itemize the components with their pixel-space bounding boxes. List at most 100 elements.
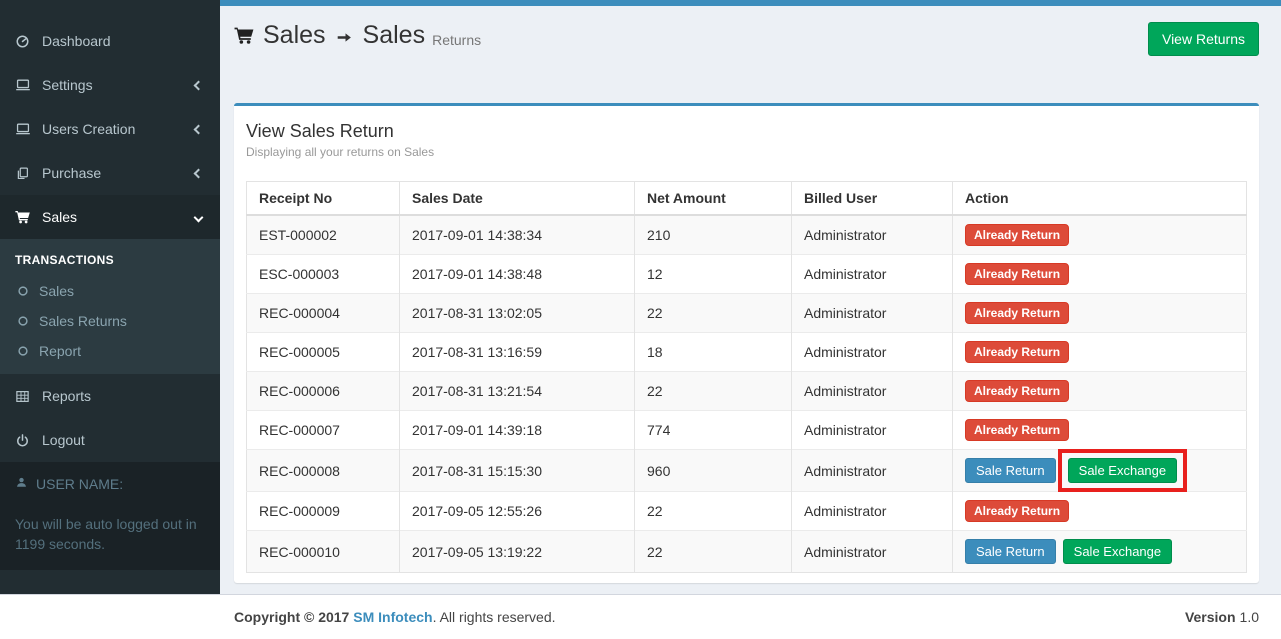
cell-sales-date: 2017-08-31 13:16:59 (399, 332, 635, 372)
sidebar-item-label: Sales (42, 209, 78, 225)
copyright-prefix: Copyright © 2017 (234, 609, 350, 625)
cell-billed-user: Administrator (791, 332, 953, 372)
cell-action: Already Return (952, 293, 1247, 333)
cell-receipt-no: REC-000008 (246, 449, 400, 492)
cart-icon (234, 25, 255, 46)
submenu-item-sales-returns[interactable]: Sales Returns (0, 306, 220, 336)
cell-net-amount: 774 (634, 410, 792, 450)
cell-billed-user: Administrator (791, 254, 953, 294)
sidebar-item-settings[interactable]: Settings (0, 63, 220, 107)
table-icon (15, 389, 42, 404)
cell-action: Already Return (952, 410, 1247, 450)
cell-receipt-no: REC-000007 (246, 410, 400, 450)
table-row: REC-000004 2017-08-31 13:02:05 22 Admini… (246, 293, 1247, 333)
cell-sales-date: 2017-08-31 13:21:54 (399, 371, 635, 411)
cell-net-amount: 22 (634, 371, 792, 411)
sale-exchange-button[interactable]: Sale Exchange (1062, 539, 1173, 564)
submenu-header: TRANSACTIONS (15, 253, 114, 267)
highlight-annotation: Sale Exchange (1057, 449, 1188, 492)
user-name-label: USER NAME: (36, 476, 124, 492)
cell-receipt-no: ESC-000003 (246, 254, 400, 294)
cell-net-amount: 210 (634, 214, 792, 255)
sidebar-item-dashboard[interactable]: Dashboard (0, 19, 220, 63)
cell-receipt-no: REC-000010 (246, 530, 400, 573)
submenu-item-sales[interactable]: Sales (0, 276, 220, 306)
submenu-item-label: Sales Returns (39, 313, 127, 329)
cell-receipt-no: REC-000004 (246, 293, 400, 333)
cell-action: Sale Return Sale Exchange (952, 530, 1247, 573)
col-billed-user: Billed User (791, 181, 953, 216)
cell-action: Sale Return Sale Exchange (952, 449, 1247, 492)
version-label: Version (1184, 609, 1236, 625)
cell-sales-date: 2017-09-05 13:19:22 (399, 530, 635, 573)
sale-return-button[interactable]: Sale Return (965, 458, 1056, 483)
version-value: 1.0 (1239, 609, 1259, 625)
sidebar: Dashboard Settings Users Creation (0, 0, 220, 594)
footer: Copyright © 2017 SM Infotech. All rights… (0, 594, 1281, 639)
cell-billed-user: Administrator (791, 410, 953, 450)
sales-submenu: TRANSACTIONS Sales Sales Returns Report (0, 239, 220, 374)
sale-return-button[interactable]: Sale Return (965, 539, 1056, 564)
cell-billed-user: Administrator (791, 530, 953, 573)
submenu-item-label: Report (39, 343, 82, 359)
sidebar-item-logout[interactable]: Logout (0, 418, 220, 462)
table-header-row: Receipt No Sales Date Net Amount Billed … (246, 181, 1247, 216)
main-content: Sales Sales Returns View Returns View Sa… (220, 0, 1281, 594)
col-sales-date: Sales Date (399, 181, 635, 216)
cell-billed-user: Administrator (791, 449, 953, 492)
sidebar-item-purchase[interactable]: Purchase (0, 151, 220, 195)
breadcrumb-secondary: Sales (362, 21, 426, 49)
panel-title: View Sales Return (246, 121, 394, 141)
already-return-badge: Already Return (965, 263, 1070, 285)
already-return-badge: Already Return (965, 341, 1070, 363)
user-icon (15, 476, 28, 492)
circle-o-icon (17, 315, 29, 327)
circle-o-icon (17, 285, 29, 297)
arrow-right-icon (336, 29, 353, 46)
table-row: REC-000008 2017-08-31 15:15:30 960 Admin… (246, 449, 1247, 492)
cell-net-amount: 22 (634, 491, 792, 531)
cell-action: Already Return (952, 491, 1247, 531)
cell-receipt-no: EST-000002 (246, 214, 400, 255)
already-return-badge: Already Return (965, 500, 1070, 522)
cell-sales-date: 2017-09-01 14:38:48 (399, 254, 635, 294)
top-accent-bar (220, 0, 1281, 6)
cell-receipt-no: REC-000009 (246, 491, 400, 531)
cell-action: Already Return (952, 214, 1247, 255)
content-area: Sales Sales Returns View Returns View Sa… (220, 6, 1281, 583)
cell-receipt-no: REC-000005 (246, 332, 400, 372)
sales-return-panel: View Sales Return Displaying all your re… (234, 103, 1259, 583)
chevron-left-icon (193, 124, 205, 134)
submenu-item-report[interactable]: Report (0, 336, 220, 366)
chevron-left-icon (193, 168, 205, 178)
cell-action: Already Return (952, 332, 1247, 372)
col-net-amount: Net Amount (634, 181, 792, 216)
sale-exchange-button[interactable]: Sale Exchange (1067, 458, 1178, 483)
cart-icon (15, 209, 42, 225)
view-returns-button[interactable]: View Returns (1147, 22, 1259, 56)
page-header: Sales Sales Returns View Returns (234, 19, 1259, 56)
sidebar-item-users-creation[interactable]: Users Creation (0, 107, 220, 151)
sidebar-menu: Dashboard Settings Users Creation (0, 0, 220, 462)
cell-net-amount: 22 (634, 530, 792, 573)
already-return-badge: Already Return (965, 419, 1070, 441)
submenu-item-label: Sales (39, 283, 75, 299)
cell-net-amount: 12 (634, 254, 792, 294)
sidebar-filler (0, 570, 220, 594)
sidebar-item-reports[interactable]: Reports (0, 374, 220, 418)
copyright: Copyright © 2017 SM Infotech. All rights… (234, 609, 556, 625)
copyright-suffix: . All rights reserved. (432, 609, 556, 625)
cell-net-amount: 960 (634, 449, 792, 492)
sidebar-item-sales[interactable]: Sales (0, 195, 220, 239)
table-row: ESC-000003 2017-09-01 14:38:48 12 Admini… (246, 254, 1247, 294)
cell-sales-date: 2017-09-01 14:38:34 (399, 214, 635, 255)
cell-billed-user: Administrator (791, 293, 953, 333)
company-link[interactable]: SM Infotech (353, 609, 433, 625)
sidebar-item-label: Settings (42, 77, 93, 93)
sidebar-item-label: Users Creation (42, 121, 136, 137)
chevron-left-icon (193, 80, 205, 90)
cell-net-amount: 18 (634, 332, 792, 372)
panel-subtitle: Displaying all your returns on Sales (246, 145, 435, 159)
cell-action: Already Return (952, 254, 1247, 294)
laptop-icon (15, 121, 42, 137)
